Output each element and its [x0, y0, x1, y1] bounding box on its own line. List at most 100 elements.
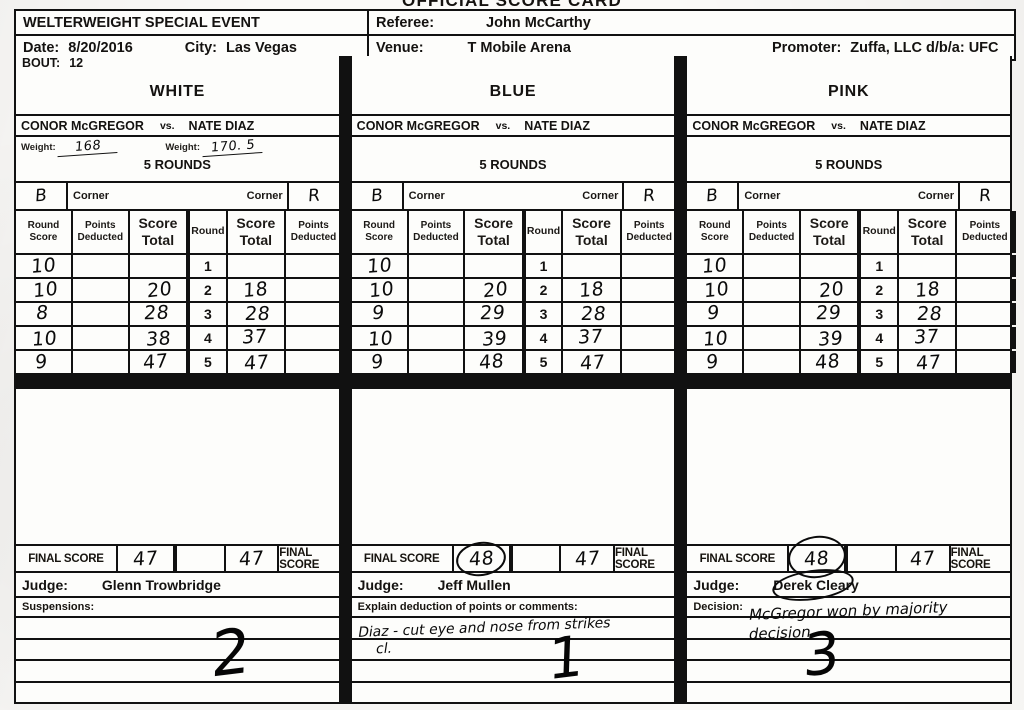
notes-line-4[interactable]: [351, 683, 675, 704]
score-cell-blue-score[interactable]: 10: [1014, 351, 1017, 373]
notes-line-4[interactable]: [16, 683, 339, 704]
score-cell-blue-total[interactable]: 37: [563, 327, 622, 349]
score-cell-blue-total[interactable]: 18: [563, 279, 622, 301]
notes-line-2[interactable]: cl.: [351, 640, 675, 661]
score-cell-blue-deduct[interactable]: [957, 279, 1015, 301]
score-cell-blue-score[interactable]: 9: [678, 255, 681, 277]
score-cell-round[interactable]: 3: [188, 303, 228, 325]
score-cell-blue-total[interactable]: [563, 255, 622, 277]
score-cell-red-score[interactable]: 10: [16, 279, 73, 301]
score-cell-blue-total[interactable]: 28: [563, 303, 622, 325]
notes-line-1[interactable]: Diaz - cut eye and nose from strikes: [351, 615, 675, 641]
score-cell-red-score[interactable]: 9: [352, 351, 409, 373]
left-corner-box[interactable]: B: [16, 183, 68, 209]
score-cell-blue-score[interactable]: 10: [678, 351, 681, 373]
score-cell-red-total[interactable]: 47: [130, 351, 189, 373]
score-cell-red-deduct[interactable]: [409, 255, 466, 277]
score-cell-red-total[interactable]: [130, 255, 189, 277]
right-corner-box[interactable]: R: [622, 183, 674, 209]
final-score-blue[interactable]: 47: [226, 546, 280, 571]
score-cell-blue-score[interactable]: 10: [678, 303, 681, 325]
score-cell-red-total[interactable]: 28: [130, 303, 189, 325]
score-cell-blue-score[interactable]: 9: [678, 327, 681, 349]
score-cell-red-total[interactable]: 29: [465, 303, 524, 325]
score-cell-red-total[interactable]: 48: [801, 351, 860, 373]
score-cell-blue-total[interactable]: 47: [228, 351, 287, 373]
score-cell-blue-score[interactable]: 9: [1014, 327, 1017, 349]
score-cell-blue-score[interactable]: 10: [342, 303, 345, 325]
score-cell-round[interactable]: 1: [523, 255, 564, 277]
score-cell-red-score[interactable]: 9: [687, 351, 745, 373]
final-score-blank[interactable]: [174, 546, 226, 571]
right-corner-box[interactable]: R: [958, 183, 1010, 209]
score-cell-red-deduct[interactable]: [73, 351, 130, 373]
score-cell-red-deduct[interactable]: [409, 327, 466, 349]
score-cell-blue-deduct[interactable]: [957, 351, 1015, 373]
score-cell-round[interactable]: 1: [859, 255, 899, 277]
score-cell-blue-total[interactable]: 28: [228, 303, 287, 325]
score-cell-red-deduct[interactable]: [744, 351, 802, 373]
score-cell-blue-total[interactable]: 47: [563, 351, 622, 373]
notes-line-3[interactable]: [16, 661, 339, 683]
right-corner-box[interactable]: R: [286, 183, 339, 209]
score-cell-blue-deduct[interactable]: [622, 303, 679, 325]
score-cell-blue-score[interactable]: 9: [1014, 279, 1017, 301]
score-cell-round[interactable]: 1: [188, 255, 228, 277]
notes-line-1[interactable]: McGregor won by majority: [687, 598, 1011, 640]
score-cell-red-total[interactable]: 20: [465, 279, 524, 301]
score-cell-blue-deduct[interactable]: [622, 351, 679, 373]
final-score-blue[interactable]: 47: [561, 546, 615, 571]
score-cell-blue-total[interactable]: 47: [899, 351, 958, 373]
score-cell-red-score[interactable]: 10: [352, 327, 409, 349]
score-cell-red-deduct[interactable]: [409, 351, 466, 373]
score-cell-red-score[interactable]: 10: [687, 255, 745, 277]
score-cell-red-deduct[interactable]: [73, 327, 130, 349]
score-cell-blue-score[interactable]: 10: [1014, 303, 1017, 325]
score-cell-red-total[interactable]: 20: [801, 279, 860, 301]
score-cell-red-score[interactable]: 10: [352, 279, 409, 301]
score-cell-blue-score[interactable]: 9: [1014, 255, 1017, 277]
left-corner-box[interactable]: B: [687, 183, 740, 209]
score-cell-blue-deduct[interactable]: [622, 255, 679, 277]
score-cell-blue-score[interactable]: 9: [342, 327, 345, 349]
final-score-red[interactable]: 47: [118, 546, 175, 571]
score-cell-round[interactable]: 2: [859, 279, 899, 301]
score-cell-blue-deduct[interactable]: [286, 255, 343, 277]
score-cell-blue-total[interactable]: 28: [899, 303, 958, 325]
score-cell-round[interactable]: 4: [859, 327, 899, 349]
score-cell-blue-deduct[interactable]: [286, 327, 343, 349]
notes-line-1[interactable]: [16, 618, 339, 640]
final-score-blue[interactable]: 47: [897, 546, 951, 571]
score-cell-red-deduct[interactable]: [73, 303, 130, 325]
score-cell-red-total[interactable]: [465, 255, 524, 277]
score-cell-red-deduct[interactable]: [744, 255, 802, 277]
score-cell-red-total[interactable]: 29: [801, 303, 860, 325]
score-cell-red-deduct[interactable]: [409, 303, 466, 325]
score-cell-red-total[interactable]: 20: [130, 279, 189, 301]
score-cell-blue-deduct[interactable]: [286, 351, 343, 373]
score-cell-blue-score[interactable]: 9: [342, 279, 345, 301]
score-cell-blue-total[interactable]: [899, 255, 958, 277]
score-cell-blue-deduct[interactable]: [622, 279, 679, 301]
score-cell-round[interactable]: 3: [523, 303, 564, 325]
score-cell-red-total[interactable]: 39: [465, 327, 524, 349]
notes-line-2[interactable]: decision: [687, 622, 1011, 661]
score-cell-blue-score[interactable]: 9: [678, 279, 681, 301]
final-score-red[interactable]: 48: [785, 532, 849, 582]
score-cell-blue-total[interactable]: 37: [899, 327, 958, 349]
final-score-blank[interactable]: [846, 546, 897, 571]
score-cell-blue-deduct[interactable]: [286, 279, 343, 301]
notes-line-4[interactable]: [687, 683, 1011, 704]
score-cell-round[interactable]: 3: [859, 303, 899, 325]
score-cell-red-score[interactable]: 10: [687, 279, 745, 301]
notes-line-2[interactable]: [16, 640, 339, 661]
score-cell-round[interactable]: 2: [523, 279, 564, 301]
score-cell-red-score[interactable]: 9: [687, 303, 745, 325]
score-cell-red-score[interactable]: 10: [16, 255, 73, 277]
score-cell-red-deduct[interactable]: [73, 255, 130, 277]
score-cell-blue-deduct[interactable]: [957, 327, 1015, 349]
score-cell-blue-total[interactable]: 18: [228, 279, 287, 301]
score-cell-red-score[interactable]: 8: [16, 303, 73, 325]
score-cell-round[interactable]: 4: [188, 327, 228, 349]
score-cell-red-score[interactable]: 9: [16, 351, 73, 373]
